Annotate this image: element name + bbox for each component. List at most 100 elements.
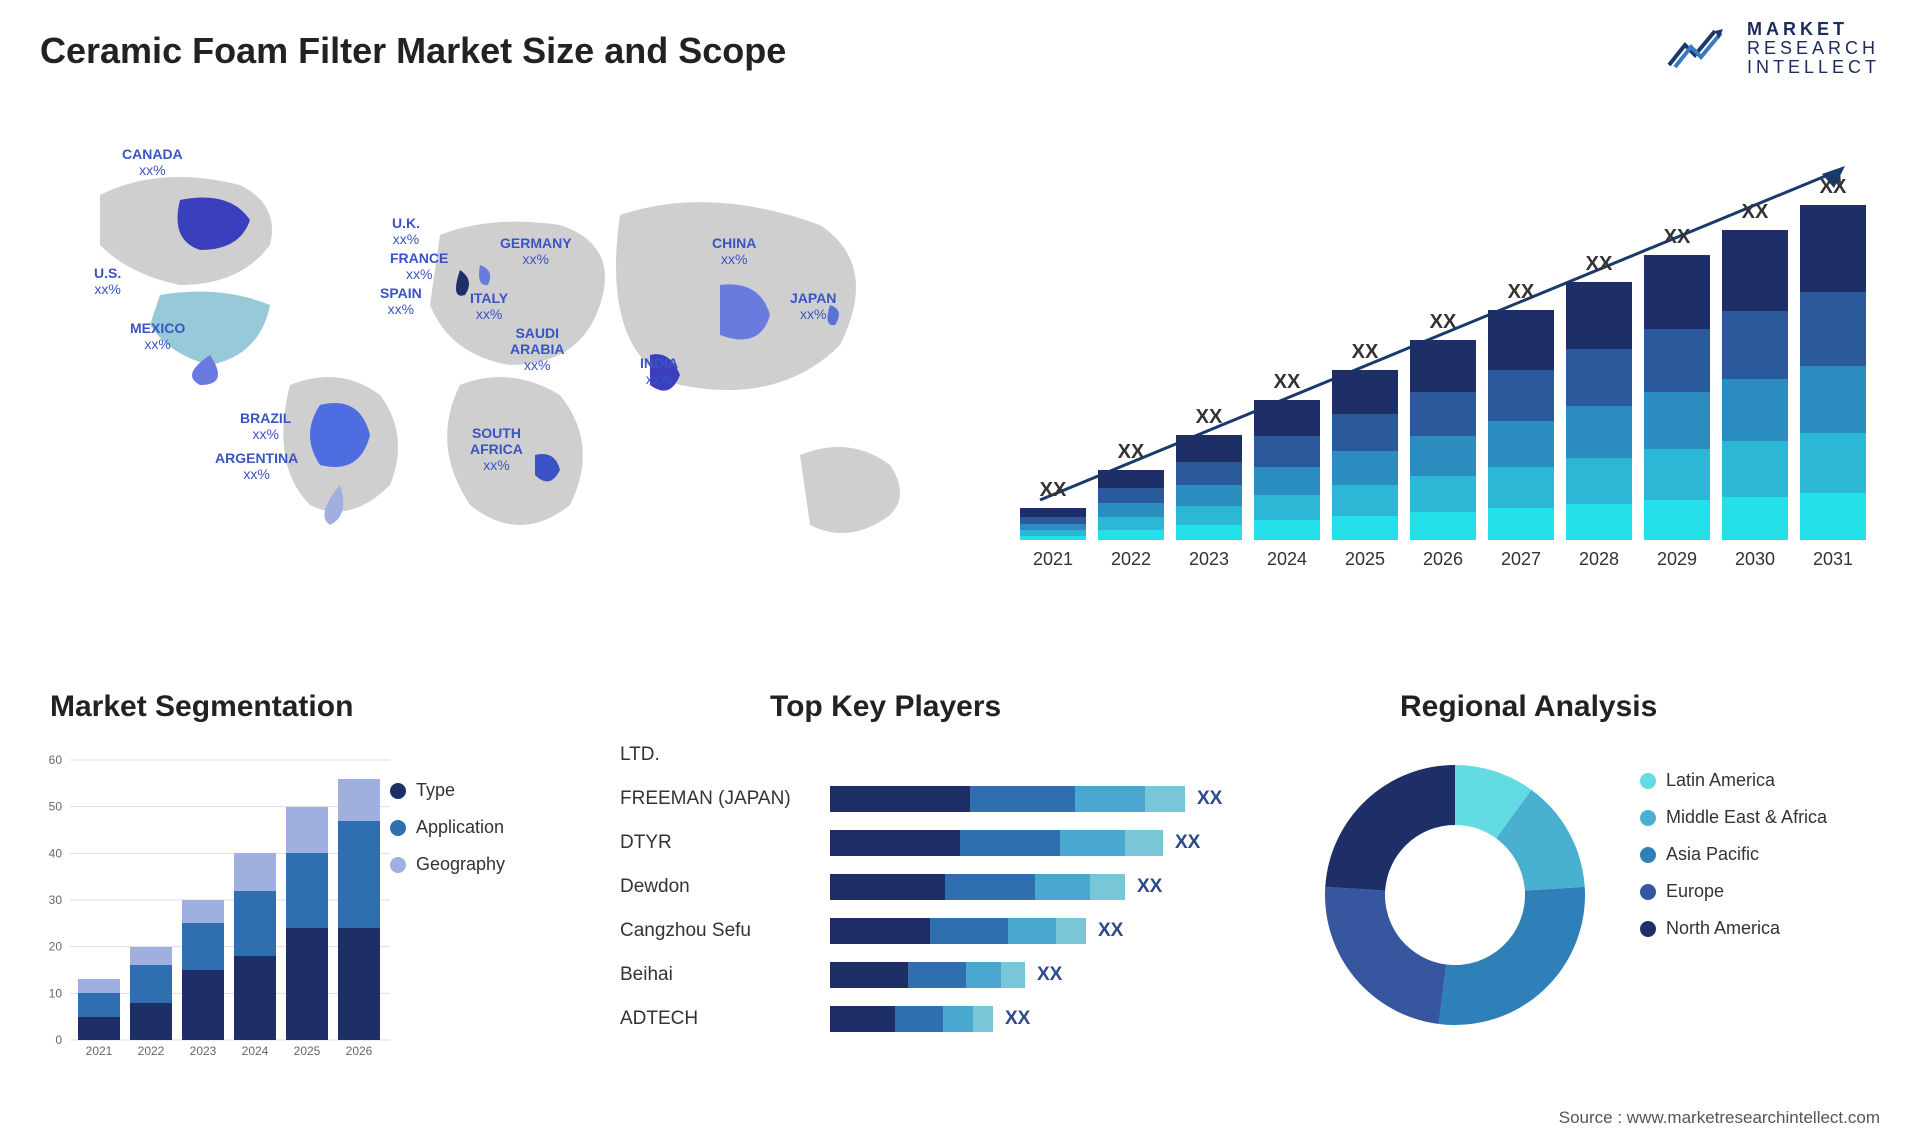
player-row: ADTECHXX <box>620 1004 1030 1034</box>
segmentation-legend-item: Application <box>390 817 570 838</box>
svg-text:30: 30 <box>49 893 63 907</box>
map-label: ARGENTINAxx% <box>215 450 298 482</box>
growth-value-label: XX <box>1644 226 1710 249</box>
map-label: SAUDIARABIAxx% <box>510 325 564 373</box>
growth-value-label: XX <box>1254 371 1320 394</box>
logo-icon <box>1665 25 1735 71</box>
map-label: FRANCExx% <box>390 250 448 282</box>
segmentation-bar <box>182 900 224 1040</box>
player-value: XX <box>1175 832 1200 854</box>
player-row: Cangzhou Sefu XX <box>620 916 1123 946</box>
growth-value-label: XX <box>1410 311 1476 334</box>
map-label: SOUTHAFRICAxx% <box>470 425 523 473</box>
player-bar <box>830 962 1025 988</box>
segmentation-year-label: 2025 <box>286 1044 328 1058</box>
player-bar <box>830 874 1125 900</box>
growth-year-label: 2028 <box>1566 549 1632 570</box>
regional-legend-item: Middle East & Africa <box>1640 807 1900 828</box>
logo-text-2: RESEARCH <box>1747 39 1880 58</box>
segmentation-year-label: 2023 <box>182 1044 224 1058</box>
donut-slice <box>1325 765 1455 891</box>
growth-bar <box>1098 470 1164 540</box>
regional-legend-item: Europe <box>1640 881 1900 902</box>
map-label: JAPANxx% <box>790 290 836 322</box>
regional-title: Regional Analysis <box>1400 690 1657 724</box>
growth-year-label: 2021 <box>1020 549 1086 570</box>
growth-year-label: 2022 <box>1098 549 1164 570</box>
segmentation-legend: TypeApplicationGeography <box>390 780 570 891</box>
growth-value-label: XX <box>1800 176 1866 199</box>
player-bar <box>830 1006 993 1032</box>
growth-year-label: 2029 <box>1644 549 1710 570</box>
segmentation-year-label: 2021 <box>78 1044 120 1058</box>
segmentation-year-label: 2022 <box>130 1044 172 1058</box>
segmentation-title: Market Segmentation <box>50 690 353 724</box>
map-label: CHINAxx% <box>712 235 756 267</box>
growth-bar <box>1566 282 1632 540</box>
player-row: Beihai XX <box>620 960 1062 990</box>
svg-text:40: 40 <box>49 846 63 860</box>
map-label: GERMANYxx% <box>500 235 572 267</box>
player-bar <box>830 918 1086 944</box>
growth-year-label: 2026 <box>1410 549 1476 570</box>
player-value: XX <box>1137 876 1162 898</box>
map-label: U.S.xx% <box>94 265 121 297</box>
growth-year-label: 2031 <box>1800 549 1866 570</box>
player-name: LTD. <box>620 744 820 766</box>
player-name: FREEMAN (JAPAN) <box>620 788 820 810</box>
map-label: BRAZILxx% <box>240 410 291 442</box>
growth-value-label: XX <box>1488 281 1554 304</box>
player-row: DewdonXX <box>620 872 1162 902</box>
growth-bar <box>1800 205 1866 540</box>
svg-text:10: 10 <box>49 986 63 1000</box>
map-label: SPAINxx% <box>380 285 422 317</box>
players-chart: LTD.FREEMAN (JAPAN)XXDTYRXXDewdonXXCangz… <box>620 740 1280 1080</box>
player-row: LTD. <box>620 740 830 770</box>
segmentation-legend-item: Type <box>390 780 570 801</box>
source-text: Source : www.marketresearchintellect.com <box>1559 1108 1880 1128</box>
growth-value-label: XX <box>1020 479 1086 502</box>
growth-bar <box>1410 340 1476 540</box>
growth-bar <box>1254 400 1320 540</box>
world-map: CANADAxx%U.S.xx%MEXICOxx%BRAZILxx%ARGENT… <box>40 130 940 560</box>
growth-bar <box>1644 255 1710 540</box>
player-row: DTYR XX <box>620 828 1200 858</box>
donut-slice <box>1439 887 1585 1025</box>
map-label: MEXICOxx% <box>130 320 185 352</box>
player-row: FREEMAN (JAPAN)XX <box>620 784 1222 814</box>
player-name: Beihai <box>620 964 820 986</box>
logo-text-1: MARKET <box>1747 20 1880 39</box>
svg-text:50: 50 <box>49 800 63 814</box>
regional-legend-item: North America <box>1640 918 1900 939</box>
player-bar <box>830 830 1163 856</box>
map-label: U.K.xx% <box>392 215 420 247</box>
player-value: XX <box>1037 964 1062 986</box>
growth-bar <box>1176 435 1242 540</box>
growth-bar-chart: 2021XX2022XX2023XX2024XX2025XX2026XX2027… <box>1010 140 1880 570</box>
growth-year-label: 2030 <box>1722 549 1788 570</box>
segmentation-bar <box>78 979 120 1040</box>
growth-bar <box>1332 370 1398 540</box>
logo-text-3: INTELLECT <box>1747 58 1880 77</box>
segmentation-bar <box>338 779 380 1040</box>
svg-text:20: 20 <box>49 940 63 954</box>
player-name: Cangzhou Sefu <box>620 920 820 942</box>
map-label: ITALYxx% <box>470 290 508 322</box>
growth-year-label: 2027 <box>1488 549 1554 570</box>
segmentation-bar <box>234 853 276 1040</box>
growth-value-label: XX <box>1098 441 1164 464</box>
segmentation-year-label: 2026 <box>338 1044 380 1058</box>
svg-text:0: 0 <box>55 1033 62 1047</box>
player-name: DTYR <box>620 832 820 854</box>
players-title: Top Key Players <box>770 690 1001 724</box>
player-value: XX <box>1098 920 1123 942</box>
player-value: XX <box>1005 1008 1030 1030</box>
brand-logo: MARKET RESEARCH INTELLECT <box>1665 20 1880 77</box>
regional-legend-item: Asia Pacific <box>1640 844 1900 865</box>
growth-year-label: 2025 <box>1332 549 1398 570</box>
growth-bar <box>1020 508 1086 540</box>
growth-bar <box>1722 230 1788 540</box>
regional-legend: Latin AmericaMiddle East & AfricaAsia Pa… <box>1640 770 1900 955</box>
growth-value-label: XX <box>1722 201 1788 224</box>
growth-value-label: XX <box>1176 406 1242 429</box>
